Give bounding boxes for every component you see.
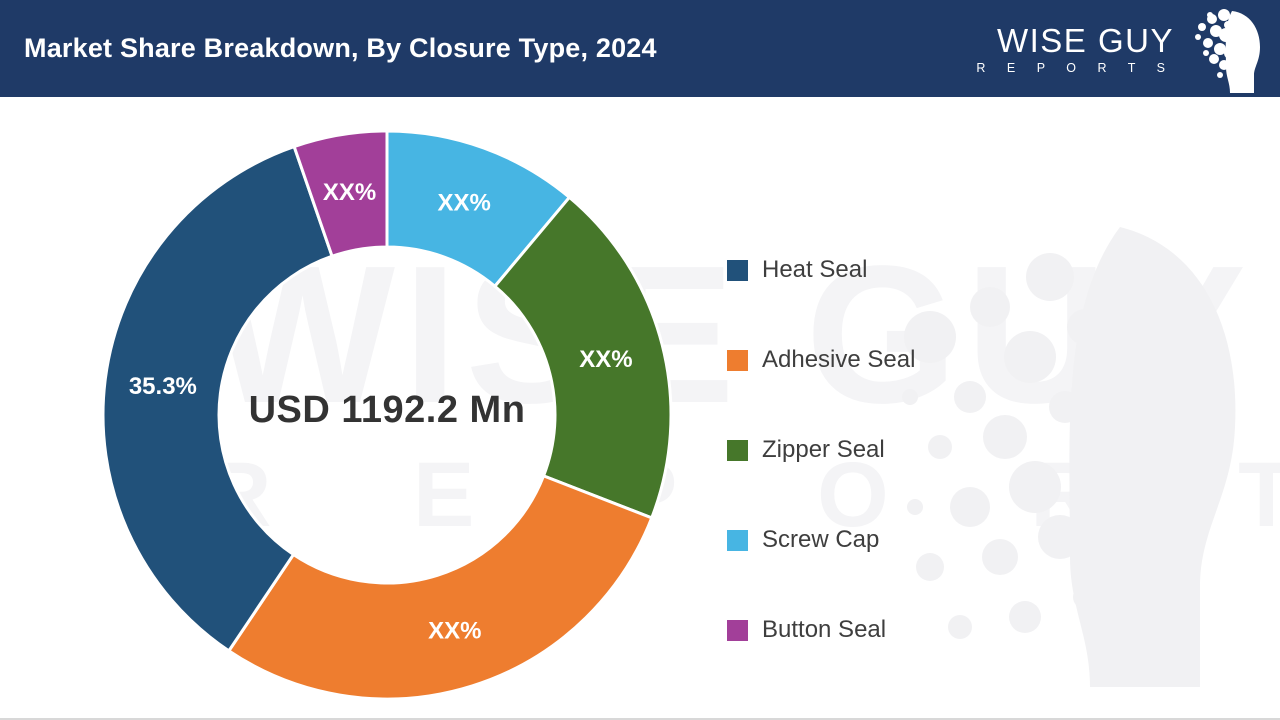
brand-head-icon — [1195, 9, 1260, 93]
legend-item-adhesive-seal[interactable]: Adhesive Seal — [727, 345, 915, 375]
page-title: Market Share Breakdown, By Closure Type,… — [24, 33, 657, 63]
slice-button-seal[interactable] — [292, 129, 389, 258]
legend-swatch-icon — [727, 619, 748, 641]
slice-label-adhesive-seal: XX% — [428, 618, 481, 645]
legend-label: Screw Cap — [762, 526, 880, 553]
slice-heat-seal[interactable] — [101, 145, 334, 653]
legend-label: Adhesive Seal — [762, 346, 916, 373]
legend-label: Heat Seal — [762, 256, 868, 283]
legend-swatch-icon — [727, 349, 748, 371]
slice-label-button-seal: XX% — [323, 179, 376, 206]
brand-logo: WISE GUY R E P O R T S — [976, 6, 1266, 93]
slice-label-zipper-seal: XX% — [579, 346, 632, 373]
header-bar: Market Share Breakdown, By Closure Type,… — [0, 0, 1280, 97]
slice-label-heat-seal: 35.3% — [129, 373, 197, 400]
legend-label: Button Seal — [762, 616, 887, 643]
legend-swatch-icon — [727, 529, 748, 551]
legend-item-screw-cap[interactable]: Screw Cap — [727, 525, 915, 555]
legend-swatch-icon — [727, 439, 748, 461]
legend-item-heat-seal[interactable]: Heat Seal — [727, 255, 915, 285]
brand-text: WISE GUY R E P O R T S — [976, 21, 1174, 75]
chart-legend: Heat Seal Adhesive Seal Zipper Seal Screw C… — [727, 255, 915, 705]
slice-zipper-seal[interactable] — [493, 195, 673, 520]
legend-swatch-icon — [727, 259, 748, 281]
slice-adhesive-seal[interactable] — [227, 474, 654, 701]
slice-label-screw-cap: XX% — [438, 190, 491, 217]
legend-label: Zipper Seal — [762, 436, 885, 463]
donut-chart: XX% XX% XX% 35.3% XX% — [101, 129, 673, 701]
brand-subtitle: R E P O R T S — [976, 60, 1174, 75]
chart-center-value: USD 1192.2 Mn — [248, 389, 526, 431]
legend-item-button-seal[interactable]: Button Seal — [727, 615, 915, 645]
brand-name: WISE GUY — [996, 21, 1174, 59]
legend-item-zipper-seal[interactable]: Zipper Seal — [727, 435, 915, 465]
chart-area: WISE GUY R E P O R T S XX%XX%XX%35.3%XX%… — [0, 97, 1280, 718]
